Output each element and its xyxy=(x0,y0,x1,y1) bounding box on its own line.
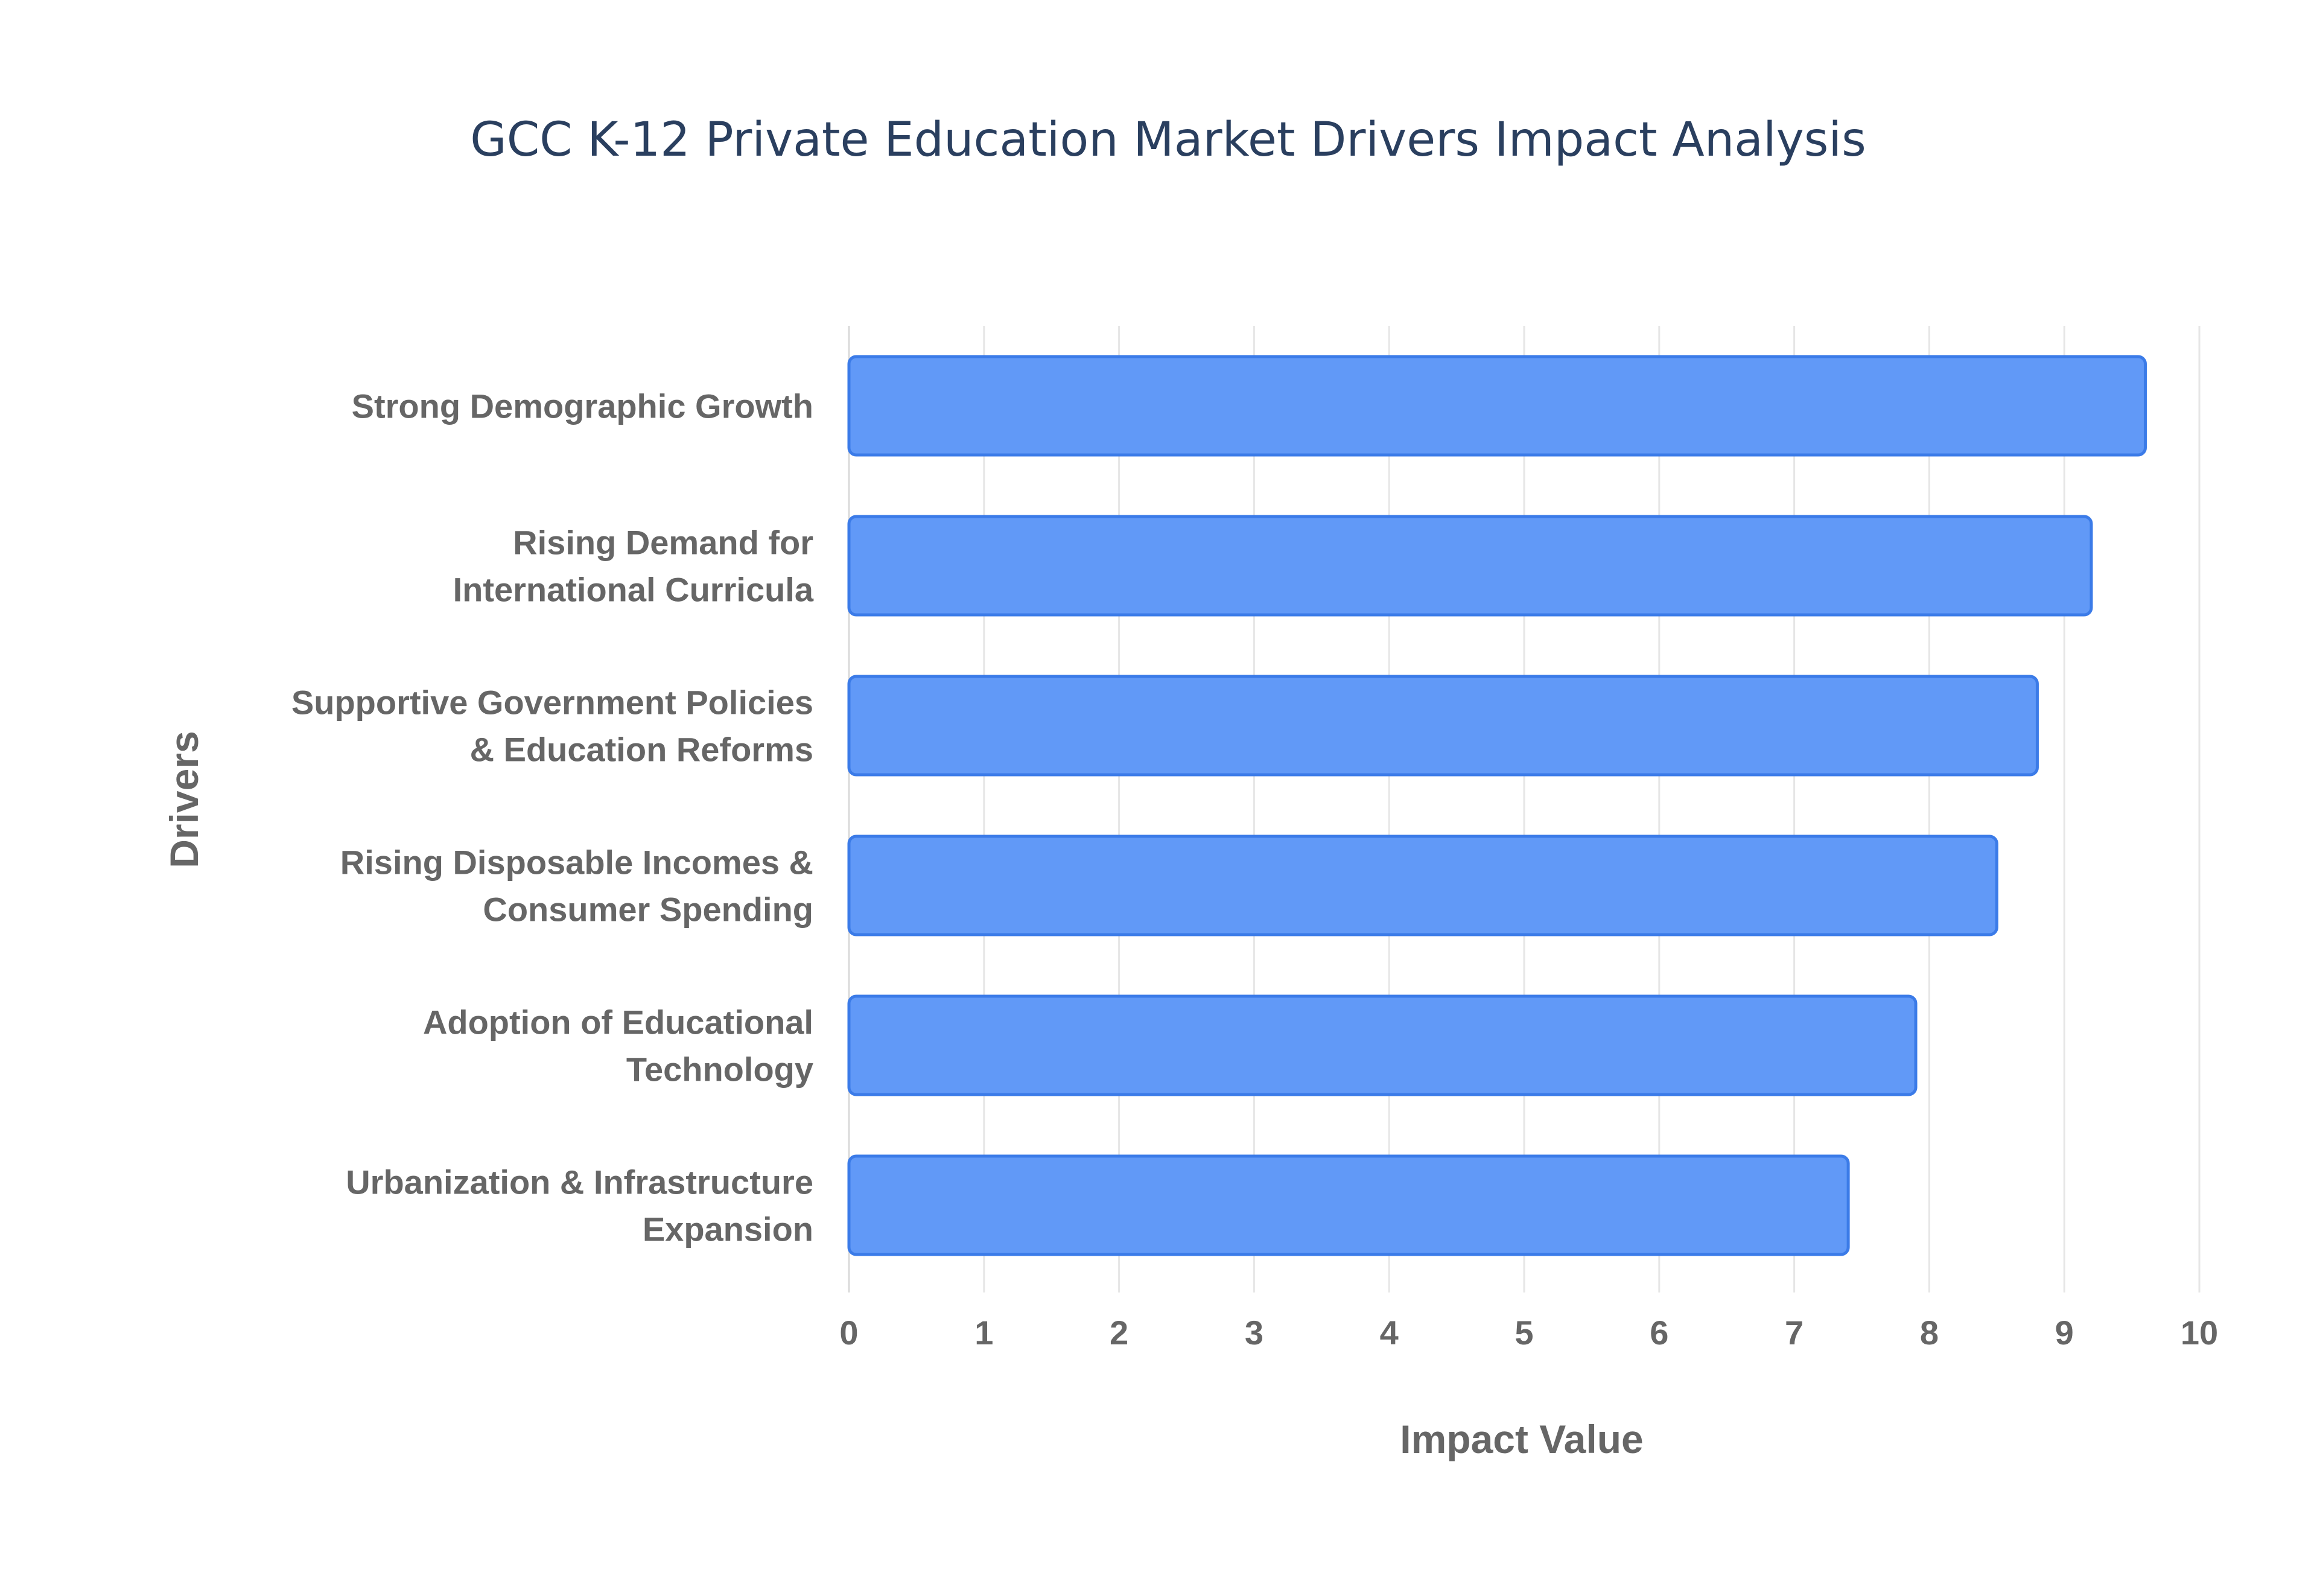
y-tick-label: Urbanization & Infrastructure xyxy=(346,1163,813,1201)
y-tick-label: & Education Reforms xyxy=(470,731,813,769)
grid-lines xyxy=(848,326,2201,1292)
x-axis-title: Impact Value xyxy=(1400,1417,1644,1461)
x-tick-label: 8 xyxy=(1920,1314,1939,1352)
bar xyxy=(847,355,2147,457)
y-tick-label: Rising Disposable Incomes & xyxy=(340,844,813,882)
x-tick-label: 1 xyxy=(974,1314,993,1352)
x-tick-label: 9 xyxy=(2055,1314,2074,1352)
x-tick-label: 5 xyxy=(1514,1314,1533,1352)
x-tick-label: 10 xyxy=(2181,1314,2218,1352)
y-tick-label: Rising Demand for xyxy=(513,524,813,562)
x-tick-label: 3 xyxy=(1245,1314,1263,1352)
bar xyxy=(847,675,2039,777)
y-tick-label: International Curricula xyxy=(453,571,814,609)
bar xyxy=(847,994,1918,1096)
y-tick-label: Consumer Spending xyxy=(483,891,813,929)
bar xyxy=(847,835,1998,936)
x-tick-label: 0 xyxy=(839,1314,858,1352)
chart-title: GCC K-12 Private Education Market Driver… xyxy=(470,113,1866,167)
y-tick-label: Strong Demographic Growth xyxy=(352,387,813,425)
x-tick-label: 2 xyxy=(1110,1314,1128,1352)
y-tick-label: Adoption of Educational xyxy=(423,1003,813,1041)
y-tick-label: Technology xyxy=(626,1051,813,1089)
y-tick-label: Expansion xyxy=(643,1210,813,1248)
y-tick-label: Supportive Government Policies xyxy=(291,684,813,722)
x-tick-label: 4 xyxy=(1380,1314,1399,1352)
y-axis-title: Drivers xyxy=(162,731,206,868)
bars xyxy=(847,355,2147,1256)
y-axis-tick-labels: Strong Demographic Growth Rising Demand f… xyxy=(291,387,814,1248)
x-tick-label: 7 xyxy=(1785,1314,1804,1352)
x-tick-label: 6 xyxy=(1650,1314,1668,1352)
bar xyxy=(847,1154,1850,1256)
bar xyxy=(847,515,2093,617)
x-axis-tick-labels: 0 1 2 3 4 5 6 7 8 9 10 xyxy=(839,1314,2218,1352)
